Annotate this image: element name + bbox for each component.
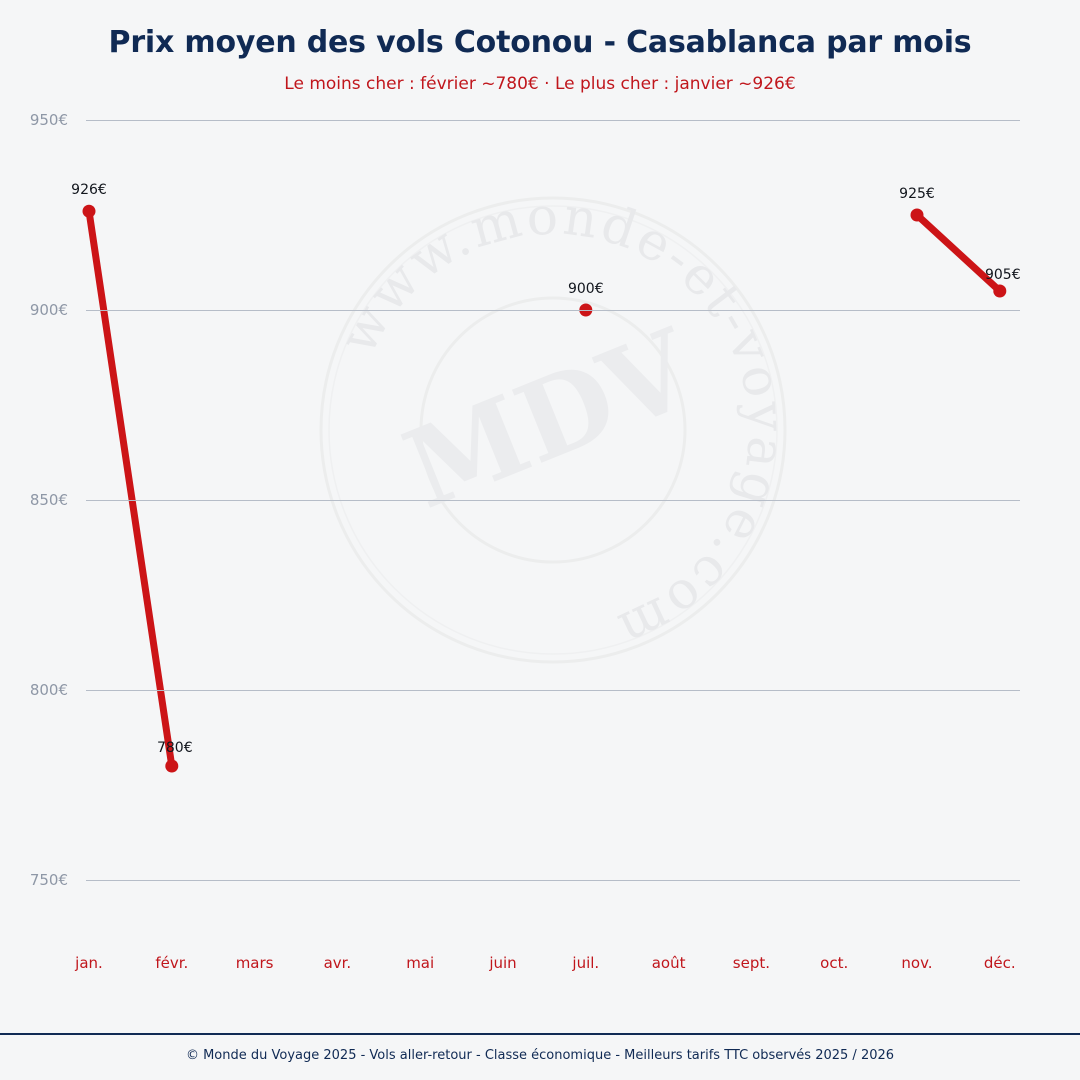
data-point-label: 780€ [156,740,193,756]
y-axis-tick-label: 850€ [29,491,68,509]
x-axis-tick-label: août [651,954,686,972]
x-axis-tick-label: mai [406,954,435,972]
x-axis-tick-label: mars [235,954,274,972]
x-axis-tick-label: févr. [155,954,189,972]
y-axis-tick-label: 800€ [29,681,68,699]
y-axis-tick-label: 900€ [29,301,68,319]
x-axis-tick-label: jan. [75,954,103,972]
x-axis-tick-label: sept. [732,954,770,972]
data-point-marker [82,204,96,218]
data-point-marker [910,208,924,222]
x-axis-tick-label: juil. [572,954,600,972]
footer-divider [0,1033,1080,1035]
data-point-marker [165,759,179,773]
data-point-label: 905€ [984,267,1021,283]
gridline [86,880,1020,881]
y-axis-tick-label: 950€ [29,111,68,129]
gridline [86,690,1020,691]
data-point-label: 926€ [71,182,107,199]
x-axis-tick-label: oct. [820,954,849,972]
x-axis-tick-label: déc. [983,954,1016,972]
y-axis-tick-label: 750€ [29,871,68,889]
x-axis-tick-label: juin [489,954,517,972]
data-point-label: 925€ [899,186,935,202]
data-point-marker [993,284,1007,298]
chart-subtitle: Le moins cher : février ~780€ · Le plus … [284,74,796,94]
x-axis-tick-label: avr. [323,954,352,972]
x-axis-tick-label: nov. [901,954,933,972]
line-segments [85,207,1004,770]
footer-note: © Monde du Voyage 2025 - Vols aller-reto… [185,1048,895,1063]
gridline [86,310,1020,311]
data-points [82,204,1007,773]
chart-title: Prix moyen des vols Cotonou - Casablanca… [108,25,972,60]
line-segment [85,207,176,770]
gridline [86,500,1020,501]
data-point-label: 900€ [567,281,604,297]
gridline [86,120,1020,121]
